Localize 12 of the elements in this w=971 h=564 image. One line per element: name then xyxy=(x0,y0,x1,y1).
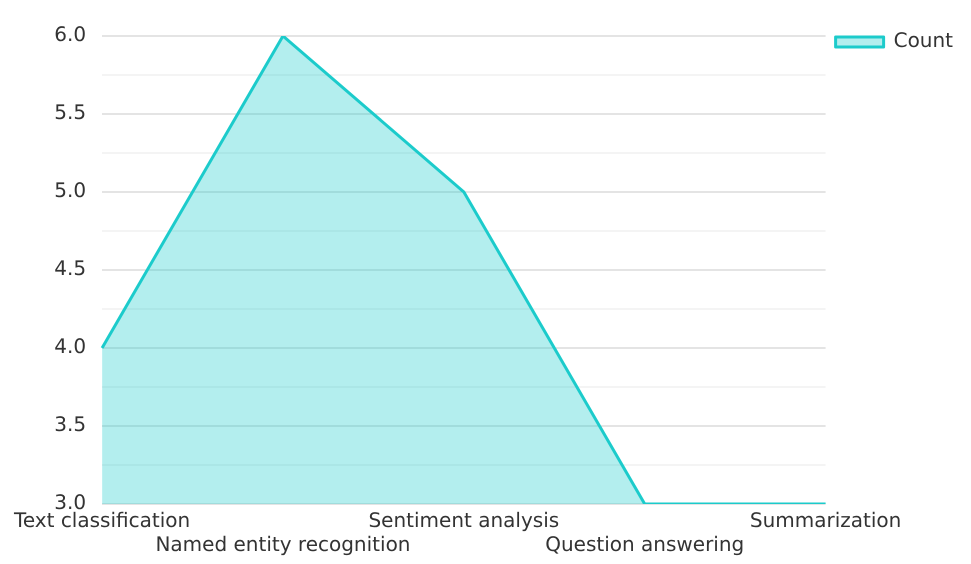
x-tick-label: Question answering xyxy=(545,532,744,556)
y-tick-label: 5.5 xyxy=(54,100,86,124)
y-tick-label: 4.0 xyxy=(54,334,86,358)
x-tick-label: Sentiment analysis xyxy=(368,508,560,532)
x-tick-label: Named entity recognition xyxy=(155,532,410,556)
x-tick-label: Summarization xyxy=(750,508,902,532)
y-tick-label: 4.5 xyxy=(54,256,86,280)
legend-label: Count xyxy=(894,28,954,52)
y-tick-label: 5.0 xyxy=(54,178,86,202)
x-tick-label: Text classification xyxy=(13,508,190,532)
y-tick-label: 3.5 xyxy=(54,412,86,436)
y-tick-label: 6.0 xyxy=(54,22,86,46)
